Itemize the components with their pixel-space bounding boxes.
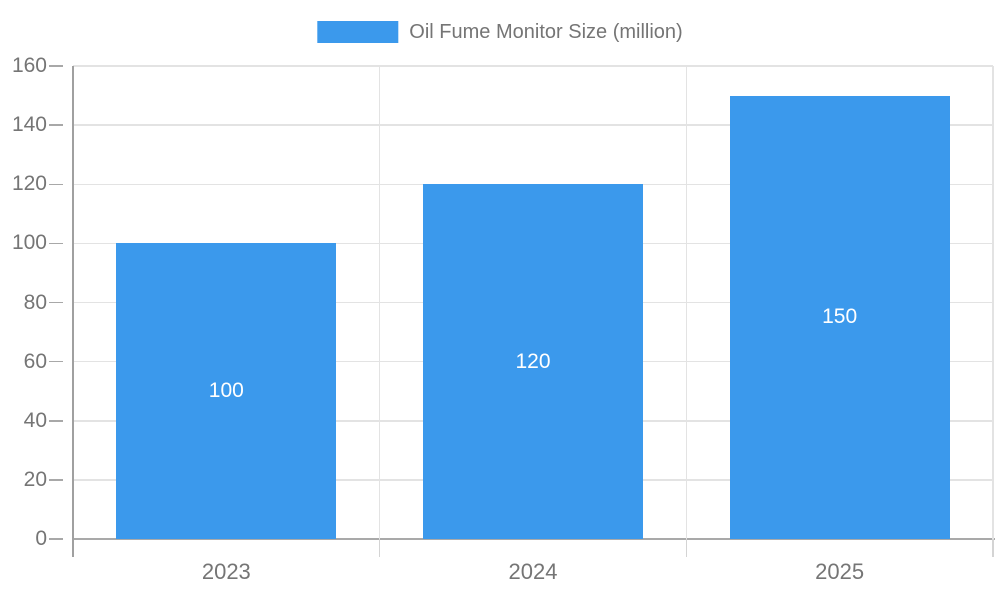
gridline xyxy=(378,66,381,539)
bar-2023[interactable]: 100 xyxy=(116,243,337,539)
y-axis-tick xyxy=(49,538,63,540)
x-axis-category-label: 2023 xyxy=(201,559,251,584)
gridline xyxy=(73,124,993,126)
y-axis-tick xyxy=(49,65,63,67)
y-axis-tick-label: 120 xyxy=(11,172,47,196)
y-axis-tick-label: 0 xyxy=(35,527,47,550)
y-axis-tick xyxy=(49,301,63,304)
y-axis-tick-label: 100 xyxy=(11,231,47,255)
x-axis-tick xyxy=(685,539,688,557)
y-axis-tick xyxy=(49,360,63,363)
gridline xyxy=(685,66,688,539)
gridline xyxy=(992,66,994,539)
legend-label: Oil Fume Monitor Size (million) xyxy=(409,20,683,43)
bar-data-label: 120 xyxy=(515,349,551,373)
bar-2025[interactable]: 150 xyxy=(729,95,950,539)
y-axis-tick-label: 80 xyxy=(23,290,47,314)
y-axis-tick-label: 160 xyxy=(11,54,47,77)
bar-data-label: 100 xyxy=(208,379,244,403)
x-axis-category-label: 2025 xyxy=(815,559,865,584)
y-axis-tick xyxy=(49,479,63,481)
x-axis-tick xyxy=(378,539,381,557)
y-axis-line xyxy=(72,66,74,557)
x-axis-line xyxy=(73,538,995,540)
gridline xyxy=(73,65,993,67)
x-axis-tick xyxy=(992,539,994,557)
y-axis-tick xyxy=(49,420,63,422)
y-axis-tick xyxy=(49,124,63,126)
legend-swatch xyxy=(317,21,399,43)
bar-2024[interactable]: 120 xyxy=(423,184,643,539)
y-axis-tick-label: 140 xyxy=(11,113,47,137)
y-axis-tick xyxy=(49,183,63,185)
y-axis-tick-label: 60 xyxy=(23,349,47,373)
legend[interactable]: Oil Fume Monitor Size (million) xyxy=(317,18,683,46)
y-axis-tick xyxy=(49,242,63,245)
bar-data-label: 150 xyxy=(822,305,858,329)
y-axis-tick-label: 40 xyxy=(23,408,47,432)
y-axis-tick-label: 20 xyxy=(23,467,47,491)
x-axis-category-label: 2024 xyxy=(508,559,558,584)
